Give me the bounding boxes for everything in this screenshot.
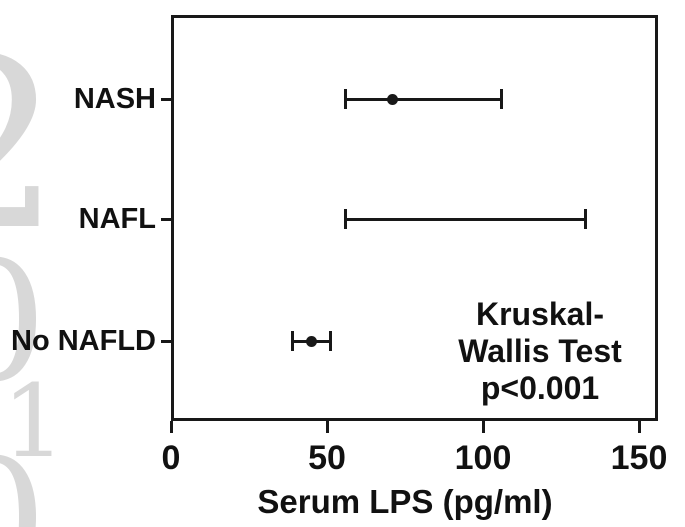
category-label-nafl: NAFL (78, 203, 156, 235)
x-axis-tick (325, 421, 329, 433)
error-bar-cap-right (584, 209, 588, 229)
stat-annotation: Kruskal- Wallis Test p<0.001 (440, 296, 640, 407)
x-axis-tick (637, 421, 641, 433)
stat-annotation-line: Kruskal- (475, 296, 605, 332)
error-bar-cap-left (291, 331, 295, 352)
watermark-glyph: 0 (0, 240, 47, 405)
y-axis-tick (161, 97, 171, 101)
error-bar-cap-left (344, 209, 348, 229)
error-bar-line (345, 217, 586, 221)
error-bar-cap-right (328, 331, 332, 352)
x-tick-label-50: 50 (308, 439, 346, 477)
error-bar-cap-left (344, 89, 348, 110)
category-label-no-nafld: No NAFLD (11, 325, 156, 358)
category-label-nash: NASH (73, 83, 156, 116)
x-tick-label-0: 0 (161, 439, 181, 477)
watermark-glyph: 1 (2, 363, 66, 480)
x-tick-label-150: 150 (610, 439, 668, 477)
x-tick-label-100: 100 (454, 439, 512, 477)
y-axis-tick (161, 217, 171, 221)
error-bar-cap-right (500, 89, 504, 110)
watermark-glyph: 0 (0, 438, 47, 527)
median-dot (387, 93, 399, 105)
stat-annotation-line: p<0.001 (480, 370, 600, 406)
x-axis-title: Serum LPS (pg/ml) (257, 483, 553, 520)
stat-annotation-line: Wallis Test (458, 333, 622, 369)
median-dot (305, 335, 317, 347)
y-axis-tick (161, 339, 171, 343)
error-bar-line (345, 97, 502, 101)
x-axis-tick (169, 421, 173, 433)
x-axis-tick (481, 421, 485, 433)
plot-area (171, 15, 658, 421)
